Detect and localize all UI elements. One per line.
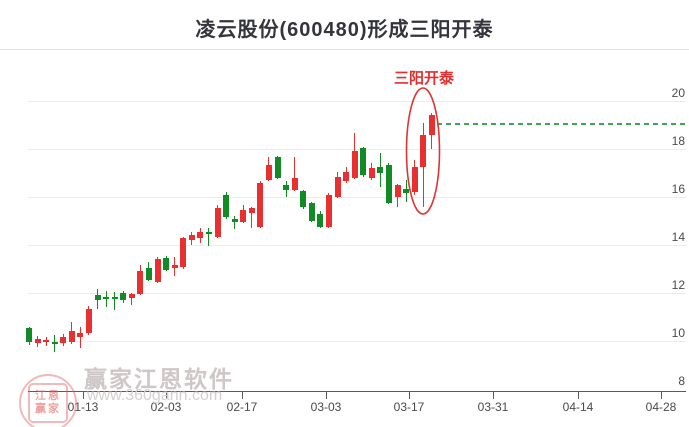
x-axis-label: 04-14 (562, 400, 594, 414)
watermark-url: www.360gann.com (87, 387, 223, 404)
candle-wick (114, 291, 116, 310)
brand-stamp-logo: 江恩 赢家 (19, 374, 77, 427)
candle-body (120, 293, 127, 301)
pattern-annotation: 三阳开泰 (393, 70, 454, 87)
gridline (28, 197, 686, 198)
candle-body (43, 339, 50, 343)
candle-body (420, 134, 427, 167)
candle-body (360, 147, 367, 176)
candle-body (111, 297, 118, 300)
axis-tick (409, 392, 410, 399)
axis-tick (242, 392, 243, 399)
candle-body (300, 191, 307, 207)
candle-body (205, 231, 212, 235)
x-axis-label: 02-17 (226, 400, 258, 414)
candle-body (128, 294, 135, 298)
candle-wick (208, 228, 210, 247)
candle-body (197, 231, 204, 238)
y-axis-label: 16 (671, 182, 685, 196)
axis-tick (661, 392, 662, 399)
candle-body (385, 164, 392, 203)
gridline (28, 101, 686, 102)
candle-body (137, 271, 144, 295)
gridline (28, 149, 686, 150)
candle-wick (131, 293, 133, 305)
candle-body (171, 265, 178, 268)
candle-wick (251, 206, 253, 229)
candle-body (428, 115, 435, 135)
candle-body (317, 213, 324, 227)
candle-body (94, 295, 101, 301)
reference-dashed-line (437, 122, 686, 125)
candle-wick (105, 290, 107, 308)
candle-body (231, 218, 238, 223)
x-axis-label: 03-31 (477, 400, 509, 414)
x-axis-line (28, 391, 686, 392)
candle-body (343, 171, 350, 182)
candle-body (394, 185, 401, 197)
candle-body (60, 337, 67, 344)
candle-body (154, 259, 161, 283)
y-axis-label: 14 (671, 230, 685, 244)
axis-tick (166, 392, 167, 399)
candle-wick (234, 216, 236, 230)
candle-body (77, 332, 84, 338)
candle-body (145, 267, 152, 280)
candle-body (265, 164, 272, 181)
candle-wick (294, 157, 296, 191)
axis-tick (326, 392, 327, 399)
candle-body (180, 237, 187, 267)
title-divider (0, 49, 689, 50)
candle-body (325, 194, 332, 227)
candle-body (351, 151, 358, 178)
candle-body (274, 157, 281, 178)
candle-body (188, 235, 195, 241)
brand-stamp-text: 江恩 赢家 (28, 383, 68, 423)
y-axis-label: 12 (671, 278, 685, 292)
candle-body (26, 327, 32, 343)
x-axis-label: 04-28 (645, 400, 677, 414)
candle-body (368, 168, 375, 178)
candle-body (85, 308, 92, 333)
y-axis-label: 8 (678, 374, 685, 388)
candle-body (163, 258, 170, 271)
candle-body (411, 167, 418, 193)
y-axis-label: 18 (671, 134, 685, 148)
gridline (28, 341, 686, 342)
candle-body (223, 194, 230, 218)
candle-body (291, 177, 298, 190)
candle-body (334, 176, 341, 197)
axis-tick (83, 392, 84, 399)
candle-body (214, 207, 221, 237)
gridline (28, 245, 686, 246)
candle-body (248, 207, 255, 213)
axis-tick (578, 392, 579, 399)
gridline (28, 293, 686, 294)
axis-tick (493, 392, 494, 399)
candle-body (257, 182, 264, 227)
candle-body (308, 203, 315, 221)
candle-wick (79, 326, 81, 349)
y-axis-label: 10 (671, 326, 685, 340)
watermark-brand: 赢家江恩软件 (84, 366, 234, 392)
candle-body (377, 167, 384, 173)
x-axis-label: 03-03 (310, 400, 342, 414)
page-title: 凌云股份(600480)形成三阳开泰 (195, 19, 494, 41)
y-axis-label: 20 (671, 86, 685, 100)
candle-body (103, 296, 110, 299)
candle-body (403, 188, 410, 194)
candle-body (68, 331, 75, 343)
x-axis-label: 02-03 (150, 400, 182, 414)
highlight-ellipse (405, 87, 441, 215)
candle-body (34, 338, 41, 344)
candle-body (283, 185, 290, 190)
x-axis-label: 03-17 (393, 400, 425, 414)
candle-body (240, 210, 247, 223)
candle-body (51, 342, 58, 345)
